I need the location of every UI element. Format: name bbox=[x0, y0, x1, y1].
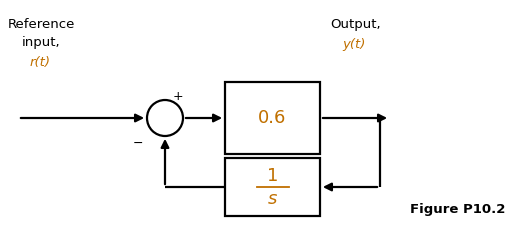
Text: r(t): r(t) bbox=[30, 56, 51, 69]
Text: 0.6: 0.6 bbox=[258, 109, 287, 127]
Text: Reference: Reference bbox=[8, 18, 76, 31]
Bar bbox=[225, 158, 320, 216]
Text: Output,: Output, bbox=[330, 18, 381, 31]
Text: −: − bbox=[133, 137, 143, 149]
Text: 1: 1 bbox=[267, 167, 278, 185]
Text: input,: input, bbox=[22, 36, 61, 49]
Bar bbox=[225, 82, 320, 154]
Text: s: s bbox=[268, 190, 277, 208]
Text: +: + bbox=[173, 90, 183, 104]
Text: Figure P10.2: Figure P10.2 bbox=[410, 203, 505, 217]
Text: y(t): y(t) bbox=[342, 38, 365, 51]
